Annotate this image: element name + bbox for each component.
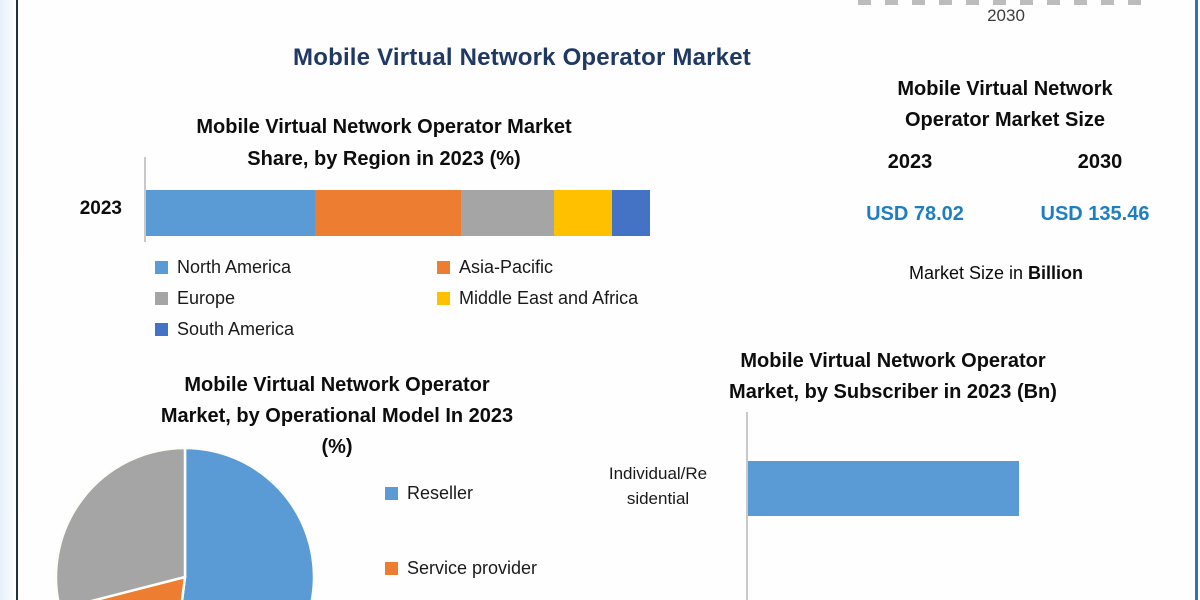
- pie-slice: [54, 446, 187, 600]
- legend-swatch-reseller: [385, 487, 398, 500]
- pie-chart-svg: [54, 446, 316, 600]
- legend-item-asia-pacific: Asia-Pacific: [437, 257, 553, 278]
- pie-slice: [180, 446, 316, 600]
- legend-label-north-america: North America: [177, 257, 292, 277]
- legend-label-middle-east-africa: Middle East and Africa: [459, 288, 639, 308]
- legend-label-europe: Europe: [177, 288, 236, 308]
- pie-chart-title: Mobile Virtual Network Operator Market, …: [87, 370, 587, 463]
- subscriber-chart-plot: [748, 461, 1196, 516]
- region-bar-segment: [612, 190, 650, 236]
- legend-swatch-middle-east-africa: [437, 292, 450, 305]
- legend-swatch-asia-pacific: [437, 261, 450, 274]
- subscriber-category-line1: Individual/Re: [608, 464, 708, 483]
- subscriber-chart-title-line1: Mobile Virtual Network Operator: [740, 350, 1046, 372]
- pie-chart-title-line2: Market, by Operational Model In 2023: [160, 405, 514, 427]
- legend-item-middle-east-africa: Middle East and Africa: [437, 288, 638, 309]
- right-border-line: [1195, 0, 1198, 600]
- market-size-title-line1: Mobile Virtual Network: [897, 78, 1113, 100]
- pie-chart: [53, 445, 317, 600]
- market-size-value-2030: USD 135.46: [1040, 203, 1150, 225]
- legend-label-asia-pacific: Asia-Pacific: [459, 257, 554, 277]
- subscriber-chart-axis-line: [746, 412, 748, 600]
- market-size-title-line2: Operator Market Size: [904, 109, 1106, 131]
- legend-swatch-north-america: [155, 261, 168, 274]
- region-stacked-bar: [146, 190, 650, 236]
- region-chart-category-label: 2023: [79, 198, 122, 219]
- market-size-years: 2023 2030: [855, 151, 1155, 174]
- legend-item-europe: Europe: [155, 288, 235, 309]
- market-size-year-2030: 2030: [1077, 151, 1123, 173]
- region-bar-segment: [146, 190, 315, 236]
- legend-label-south-america: South America: [177, 319, 295, 339]
- subscriber-chart-title-line2: Market, by Subscriber in 2023 (Bn): [729, 381, 1057, 403]
- pie-chart-title-line3: (%): [321, 436, 353, 458]
- market-size-caption: Market Size in Billion: [908, 263, 1084, 283]
- region-chart-axis-line: [144, 157, 146, 242]
- region-chart-title: Mobile Virtual Network Operator Market S…: [124, 111, 644, 175]
- legend-item-north-america: North America: [155, 257, 291, 278]
- legend-item-reseller: Reseller: [385, 483, 473, 504]
- top-cut-year-text: 2030: [987, 6, 1025, 25]
- cut-off-text-remnant: [858, 0, 1148, 5]
- subscriber-bar-individual-residential: [748, 461, 1020, 516]
- region-bar-segment: [314, 190, 461, 236]
- legend-swatch-south-america: [155, 323, 168, 336]
- subscriber-chart-title: Mobile Virtual Network Operator Market, …: [643, 346, 1143, 408]
- pie-chart-title-line1: Mobile Virtual Network Operator: [184, 374, 490, 396]
- market-size-title: Mobile Virtual Network Operator Market S…: [855, 74, 1155, 136]
- legend-item-service-provider: Service provider: [385, 558, 537, 579]
- region-bar-segment: [460, 190, 555, 236]
- market-size-year-2023: 2023: [887, 151, 933, 173]
- page-title: Mobile Virtual Network Operator Market: [293, 44, 751, 71]
- legend-swatch-europe: [155, 292, 168, 305]
- market-size-values: USD 78.02 USD 135.46: [845, 203, 1165, 226]
- region-chart-title-line1: Mobile Virtual Network Operator Market: [196, 116, 572, 138]
- subscriber-category-line2: sidential: [626, 489, 690, 508]
- region-bar-segment: [554, 190, 613, 236]
- legend-item-south-america: South America: [155, 319, 294, 340]
- region-chart-title-line2: Share, by Region in 2023 (%): [247, 148, 521, 170]
- left-edge-strip: [0, 0, 13, 600]
- market-size-caption-unit: Billion: [1028, 263, 1084, 283]
- legend-label-service-provider: Service provider: [407, 558, 538, 578]
- market-size-value-2023: USD 78.02: [866, 203, 964, 225]
- legend-swatch-service-provider: [385, 562, 398, 575]
- subscriber-chart-category-label: Individual/Re sidential: [580, 461, 736, 511]
- legend-label-reseller: Reseller: [407, 483, 474, 503]
- left-border-line: [16, 0, 18, 600]
